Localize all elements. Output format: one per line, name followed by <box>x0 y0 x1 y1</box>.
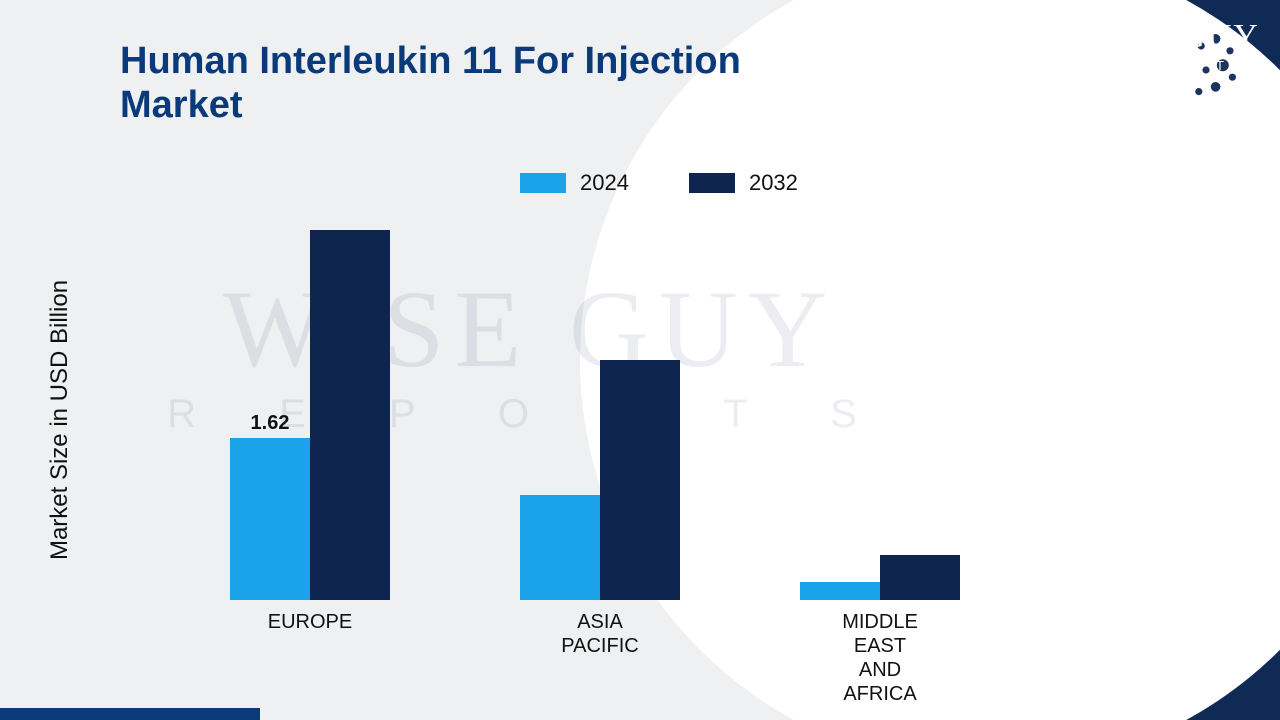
bar-group: 1.62 <box>210 230 410 600</box>
footer-stripe <box>0 708 260 720</box>
bar-2032 <box>880 555 960 600</box>
category-label: EUROPE <box>268 610 352 634</box>
chart-canvas: WISE GUY R E P O R T S WISE GUY R E P O … <box>0 0 1280 720</box>
bar-2024 <box>230 438 310 600</box>
chart-area: Market Size in USD Billion 1.62EUROPEASI… <box>60 160 940 680</box>
category-label: ASIA PACIFIC <box>561 610 638 658</box>
brand-sub: R E P O R T S <box>980 58 1260 73</box>
bar-value-label: 1.62 <box>251 412 290 435</box>
bar-2024 <box>520 495 600 600</box>
legend-label-2024: 2024 <box>580 170 629 196</box>
bar-group <box>780 555 980 600</box>
category-label: MIDDLE EAST AND AFRICA <box>842 610 918 706</box>
legend-label-2032: 2032 <box>749 170 798 196</box>
bar-2032 <box>310 230 390 600</box>
legend-swatch-2024 <box>520 173 566 193</box>
legend-swatch-2032 <box>689 173 735 193</box>
legend-item-2024: 2024 <box>520 170 629 196</box>
y-axis-label: Market Size in USD Billion <box>46 280 74 560</box>
bar-2032 <box>600 360 680 600</box>
legend-item-2032: 2032 <box>689 170 798 196</box>
plot-area: 1.62EUROPEASIA PACIFICMIDDLE EAST AND AF… <box>110 200 930 600</box>
chart-title: Human Interleukin 11 For Injection Marke… <box>120 40 840 127</box>
brand-main: WISE GUY <box>980 18 1260 56</box>
legend: 2024 2032 <box>520 170 798 196</box>
brand-logo: WISE GUY R E P O R T S <box>980 18 1260 73</box>
bar-2024 <box>800 582 880 600</box>
bar-group <box>500 360 700 600</box>
